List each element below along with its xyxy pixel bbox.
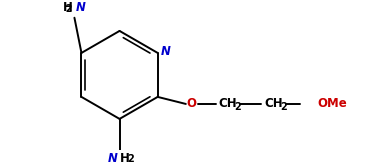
Text: CH: CH — [219, 98, 237, 110]
Text: N: N — [76, 1, 86, 14]
Text: CH: CH — [265, 98, 283, 110]
Text: H: H — [63, 1, 73, 14]
Text: 2: 2 — [280, 102, 287, 113]
Text: 2: 2 — [127, 154, 134, 164]
Text: 2: 2 — [59, 4, 73, 14]
Text: 2: 2 — [234, 102, 241, 113]
Text: O: O — [186, 98, 196, 110]
Text: N: N — [160, 45, 170, 58]
Text: N: N — [108, 152, 118, 165]
Text: H: H — [119, 152, 130, 165]
Text: OMe: OMe — [318, 98, 348, 110]
